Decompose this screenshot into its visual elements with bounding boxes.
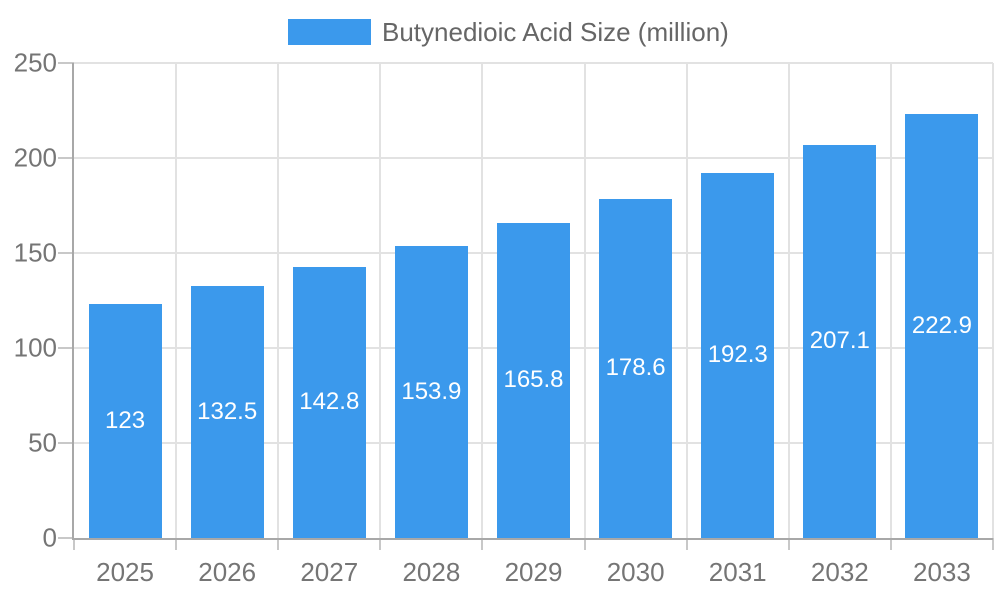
x-axis-tick-label: 2031 [708, 557, 767, 587]
x-tick-mark [787, 538, 790, 550]
y-axis-tick-label: 250 [13, 47, 57, 78]
y-tick-mark [58, 252, 74, 254]
y-axis-tick-label: 0 [42, 522, 57, 553]
bar[interactable]: 153.9 [394, 245, 468, 538]
gridline-vertical [379, 63, 382, 538]
x-tick-mark [889, 538, 892, 550]
x-axis-tick-label: 2026 [198, 557, 257, 587]
gridline-vertical [481, 63, 484, 538]
y-tick-mark [58, 62, 74, 64]
x-axis-tick-label: 2030 [606, 557, 665, 587]
y-axis-tick-label: 150 [13, 237, 57, 268]
x-tick-mark [175, 538, 178, 550]
bar-value-label: 178.6 [605, 354, 666, 382]
bar[interactable]: 132.5 [190, 286, 264, 538]
legend-swatch[interactable] [288, 19, 371, 45]
gridline-horizontal [74, 157, 993, 159]
y-axis-tick-label: 50 [28, 427, 57, 458]
x-tick-mark [481, 538, 484, 550]
x-axis-tick-label: 2029 [504, 557, 563, 587]
x-axis-tick-label: 2027 [300, 557, 359, 587]
y-tick-mark [58, 347, 74, 349]
gridline-vertical [583, 63, 586, 538]
gridline-vertical [175, 63, 178, 538]
bar[interactable]: 123 [88, 304, 162, 538]
x-tick-mark [583, 538, 586, 550]
y-axis-tick-label: 200 [13, 142, 57, 173]
legend[interactable]: Butynedioic Acid Size (million) [288, 17, 729, 47]
bar[interactable]: 222.9 [905, 114, 979, 538]
x-tick-mark [277, 538, 280, 550]
gridline-vertical [889, 63, 892, 538]
y-axis-tick-label: 100 [13, 332, 57, 363]
bar[interactable]: 165.8 [497, 222, 570, 538]
x-axis-tick-label: 2028 [402, 557, 461, 587]
x-axis-tick-label: 2033 [913, 557, 971, 587]
x-axis-tick-label: 2025 [96, 557, 154, 587]
bar-value-label: 222.9 [911, 312, 972, 340]
bar-value-label: 132.5 [197, 398, 258, 426]
bar[interactable]: 207.1 [803, 144, 877, 538]
gridline-horizontal [74, 62, 993, 64]
y-tick-mark [58, 442, 74, 444]
bar-value-label: 123 [105, 407, 146, 435]
bar[interactable]: 192.3 [701, 172, 775, 538]
bar-value-label: 142.8 [299, 388, 360, 416]
y-tick-mark [58, 537, 74, 539]
bar-value-label: 207.1 [809, 327, 870, 355]
x-tick-mark [685, 538, 688, 550]
x-tick-mark [73, 538, 75, 550]
gridline-vertical [277, 63, 280, 538]
gridline-vertical [685, 63, 688, 538]
x-axis-line [72, 538, 993, 540]
bar-value-label: 153.9 [401, 377, 462, 405]
gridline-vertical [787, 63, 790, 538]
x-axis-tick-label: 2032 [810, 557, 869, 587]
y-tick-mark [58, 157, 74, 159]
legend-label: Butynedioic Acid Size (million) [382, 17, 729, 47]
bar-value-label: 165.8 [503, 366, 564, 394]
bar[interactable]: 142.8 [292, 266, 366, 538]
bar-value-label: 192.3 [707, 341, 768, 369]
x-tick-mark [992, 538, 994, 550]
x-tick-mark [379, 538, 382, 550]
bar[interactable]: 178.6 [599, 198, 673, 538]
gridline-vertical [992, 63, 994, 538]
y-axis-line [72, 63, 74, 540]
